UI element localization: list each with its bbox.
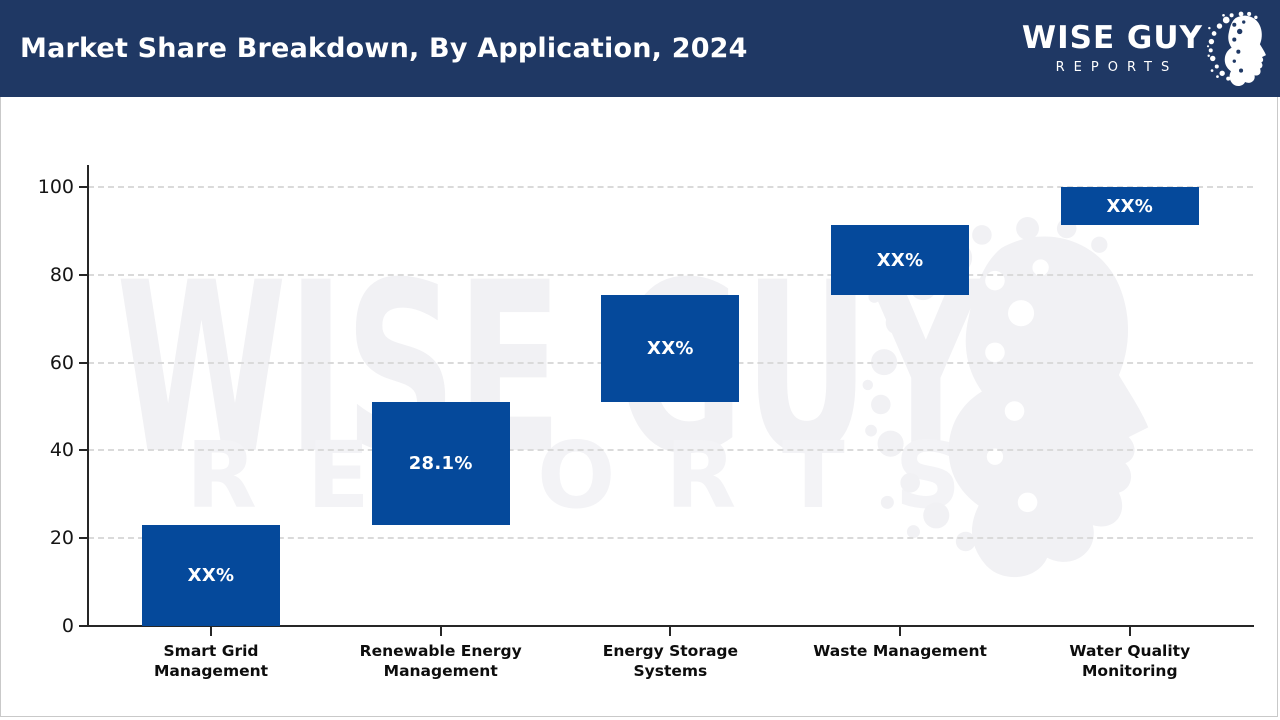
bar-value-label: 28.1% (408, 453, 473, 475)
watermark-subtitle: REPORTS (186, 422, 1012, 529)
x-tick-mark (669, 627, 672, 636)
bar-value-label: XX% (187, 565, 235, 587)
x-tick-mark (210, 627, 212, 636)
logo-subtitle: REPORTS (1055, 59, 1179, 75)
x-axis-label: Renewable Energy Management (359, 642, 522, 681)
y-tick-mark (79, 625, 88, 627)
x-axis-label: Water Quality Monitoring (1069, 642, 1191, 681)
axis-bottom-spine (87, 625, 1254, 627)
y-tick-mark (79, 273, 88, 276)
y-tick-mark (79, 537, 88, 540)
x-tick-mark (439, 627, 442, 636)
header-bar: Market Share Breakdown, By Application, … (0, 0, 1280, 97)
y-tick-mark (79, 186, 88, 188)
y-gridline (88, 537, 1253, 540)
x-tick-mark (1128, 627, 1131, 636)
wiseguy-logo: WISE GUY REPORTS (1022, 10, 1268, 88)
bar: XX% (142, 525, 280, 626)
logo-wordmark: WISE GUY (1021, 19, 1203, 56)
wiseguy-face-icon (1206, 11, 1266, 86)
x-axis-label: Waste Management (813, 642, 987, 660)
y-gridline (88, 186, 1253, 188)
bar-value-label: XX% (647, 338, 694, 360)
bar: XX% (601, 294, 740, 403)
y-tick-label: 80 (49, 263, 74, 286)
bar: XX% (1060, 187, 1199, 226)
y-tick-label: 0 (61, 615, 74, 637)
y-tick-label: 40 (49, 439, 74, 462)
y-tick-label: 20 (49, 527, 74, 550)
chart-title: Market Share Breakdown, By Application, … (20, 33, 748, 64)
x-axis-label: Energy Storage Systems (602, 642, 739, 681)
bar: 28.1% (371, 402, 510, 526)
axis-left-spine (87, 165, 89, 626)
wiseguy-logo-text: WISE GUY REPORTS (1021, 19, 1203, 75)
y-tick-mark (79, 361, 88, 364)
y-tick-mark (79, 449, 88, 452)
x-axis-label: Smart Grid Management (153, 642, 269, 681)
bar-value-label: XX% (876, 249, 924, 271)
y-tick-label: 100 (37, 176, 74, 198)
bar: XX% (831, 225, 970, 295)
y-gridline (88, 273, 1253, 276)
y-tick-label: 60 (49, 351, 74, 374)
x-tick-mark (899, 627, 902, 636)
y-gridline (88, 449, 1253, 452)
bar-value-label: XX% (1106, 195, 1154, 217)
